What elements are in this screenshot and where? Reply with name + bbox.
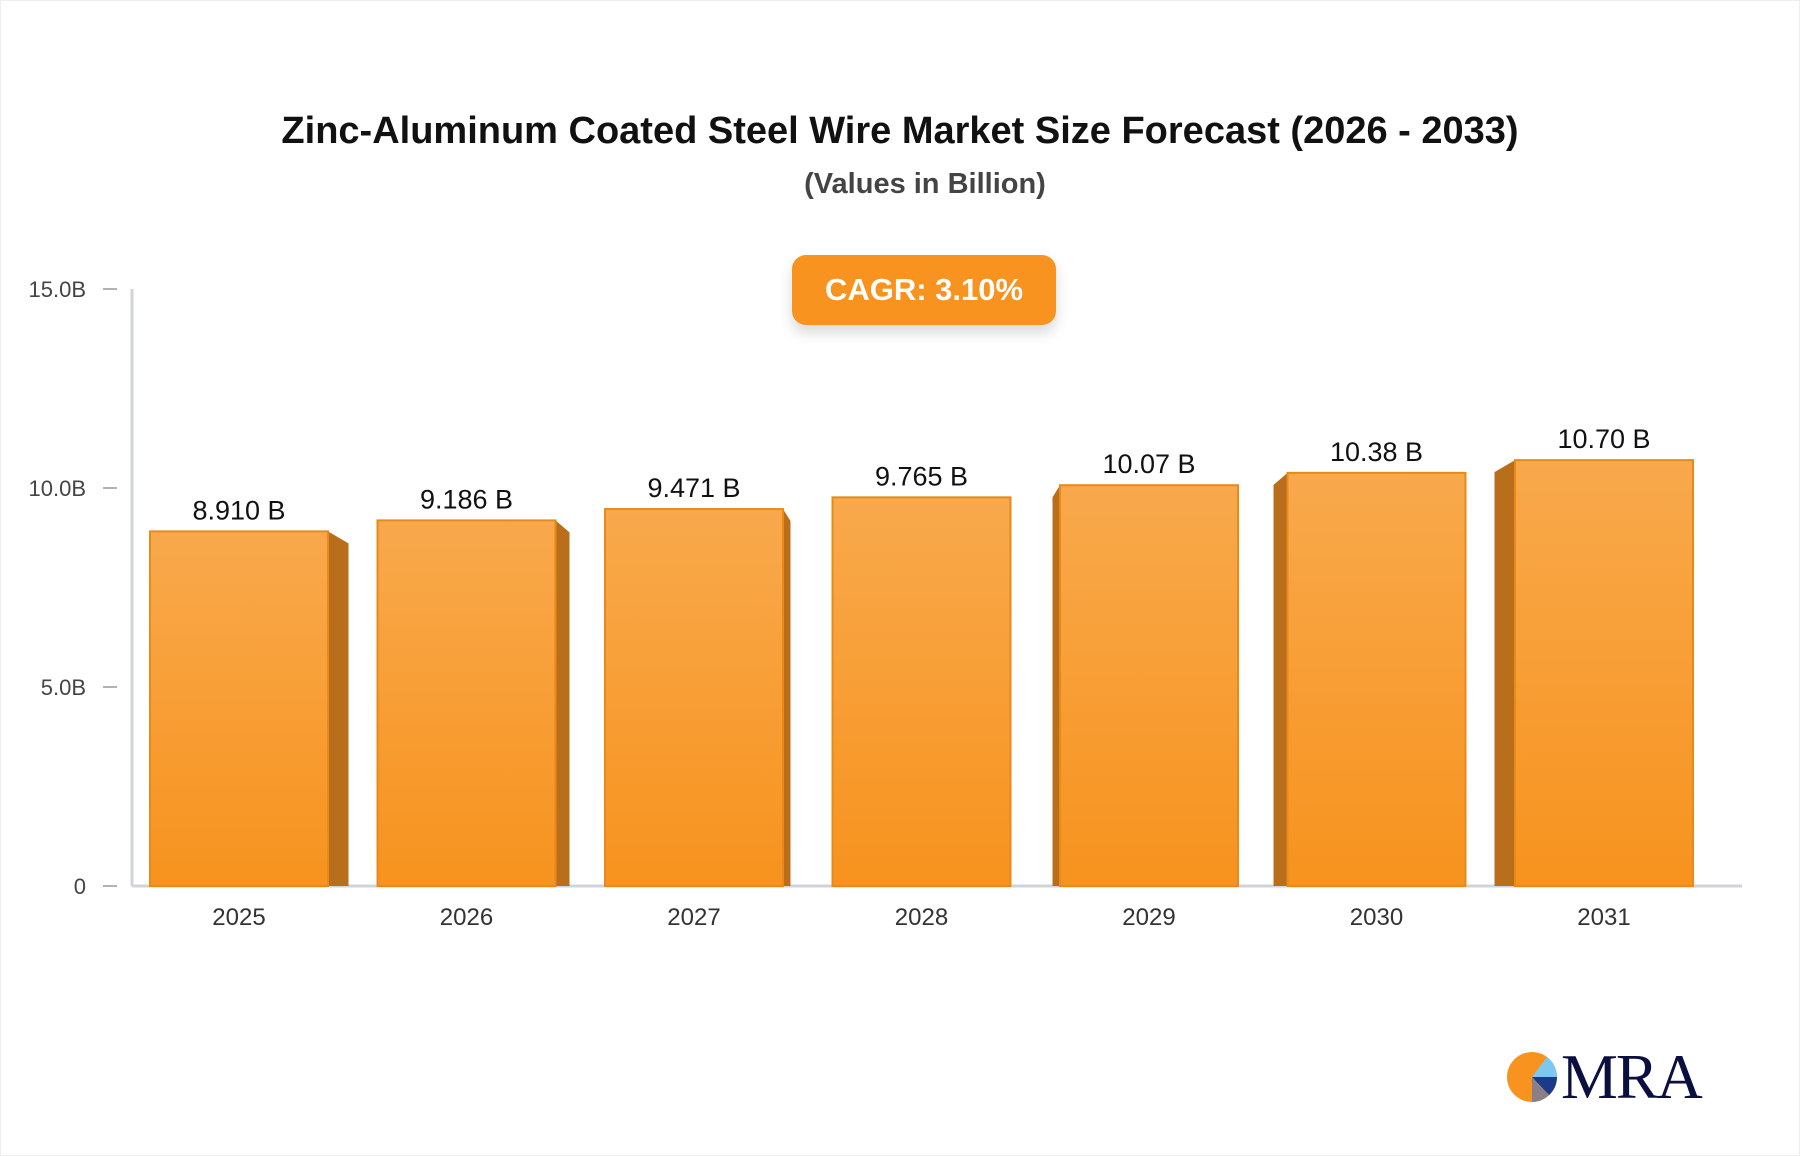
x-tick-label: 2028	[895, 904, 948, 931]
bar-side	[1494, 460, 1515, 886]
bar-side	[1273, 472, 1288, 886]
bar-2026	[376, 519, 557, 888]
chart-title: Zinc-Aluminum Coated Steel Wire Market S…	[281, 110, 1519, 152]
mra-logo: MRA	[1505, 1040, 1703, 1114]
data-label: 9.765 B	[875, 461, 968, 491]
bar-side	[1052, 485, 1060, 886]
logo-text: MRA	[1561, 1041, 1703, 1112]
data-label: 10.38 B	[1330, 437, 1423, 467]
bar-side	[555, 520, 570, 886]
y-tick-label: 5.0B	[41, 675, 86, 700]
y-tick-label: 15.0B	[29, 277, 87, 302]
x-tick-label: 2031	[1577, 904, 1630, 931]
bar-2031	[1514, 459, 1694, 887]
x-tick-label: 2025	[212, 904, 265, 931]
bar-2029	[1059, 484, 1239, 887]
x-tick-label: 2027	[667, 904, 720, 931]
x-tick-label: 2026	[440, 904, 493, 931]
data-label: 10.07 B	[1102, 449, 1195, 479]
data-label: 10.70 B	[1557, 424, 1650, 454]
y-tick-label: 0	[74, 874, 86, 899]
data-label: 9.186 B	[420, 484, 513, 514]
x-tick-label: 2030	[1350, 904, 1403, 931]
bar-side	[783, 509, 791, 886]
bar-side	[328, 531, 349, 886]
cagr-badge: CAGR: 3.10%	[792, 255, 1056, 325]
pie-logo-icon	[1507, 1052, 1557, 1102]
bar-2028	[831, 496, 1012, 887]
y-tick-label: 10.0B	[29, 476, 87, 501]
bar-2027	[604, 508, 784, 887]
bar-2025	[149, 530, 329, 888]
chart-subtitle: (Values in Billion)	[804, 168, 1046, 200]
data-label: 9.471 B	[647, 473, 740, 503]
data-label: 8.910 B	[192, 495, 285, 525]
x-tick-label: 2029	[1122, 904, 1175, 931]
bar-2030	[1286, 471, 1467, 887]
